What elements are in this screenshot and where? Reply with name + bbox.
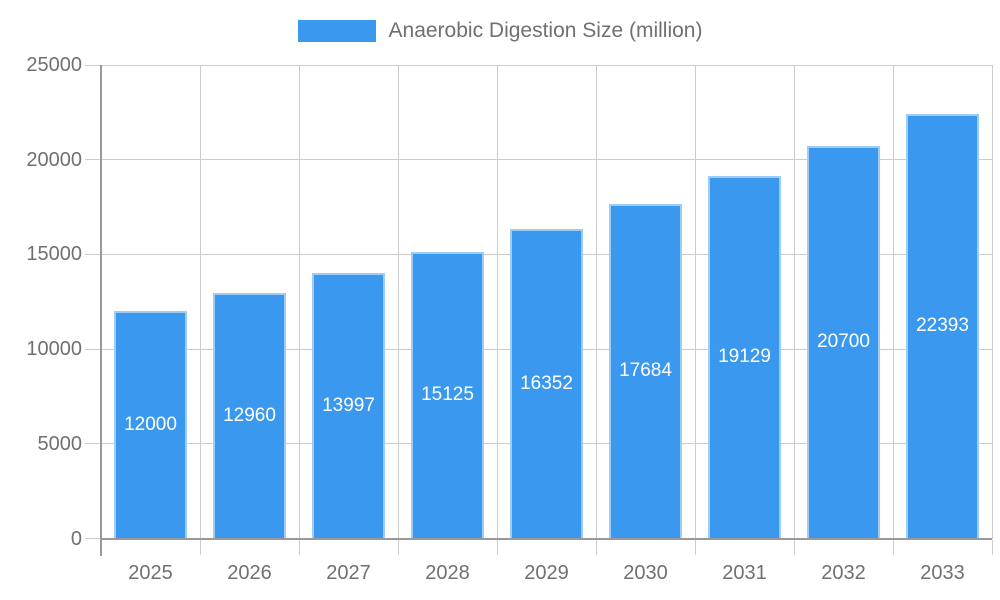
legend: Anaerobic Digestion Size (million) bbox=[0, 19, 1000, 43]
bar-2030 bbox=[609, 203, 682, 539]
y-axis-tick bbox=[85, 253, 101, 255]
y-tick-label: 15000 bbox=[26, 243, 82, 266]
x-axis-tick bbox=[892, 539, 894, 555]
gridline-vertical bbox=[595, 65, 597, 539]
legend-label[interactable]: Anaerobic Digestion Size (million) bbox=[388, 19, 703, 42]
bar-value-label: 20700 bbox=[817, 331, 870, 353]
gridline-vertical bbox=[298, 65, 300, 539]
x-tick-label: 2029 bbox=[524, 562, 569, 584]
x-tick-label: 2033 bbox=[920, 562, 965, 584]
x-axis-tick bbox=[595, 539, 597, 555]
gridline-horizontal bbox=[101, 159, 992, 161]
bar-2025 bbox=[114, 311, 187, 539]
x-axis-tick bbox=[298, 539, 300, 555]
gridline-vertical bbox=[694, 65, 696, 539]
bar-value-label: 12960 bbox=[223, 404, 276, 426]
gridline-vertical bbox=[991, 65, 993, 539]
bar-2032 bbox=[807, 146, 880, 539]
x-tick-label: 2031 bbox=[722, 562, 767, 584]
bar-value-label: 22393 bbox=[916, 315, 969, 337]
gridline-vertical bbox=[199, 65, 201, 539]
y-tick-label: 10000 bbox=[26, 338, 82, 361]
x-axis-tick bbox=[397, 539, 399, 555]
x-tick-label: 2028 bbox=[425, 562, 470, 584]
x-tick-label: 2027 bbox=[326, 562, 371, 584]
bar-value-label: 19129 bbox=[718, 346, 771, 368]
y-axis-tick bbox=[85, 538, 101, 539]
x-tick-label: 2025 bbox=[128, 562, 173, 584]
bar-2027 bbox=[312, 273, 385, 539]
gridline-vertical bbox=[496, 65, 498, 539]
bar-2029 bbox=[510, 228, 583, 539]
y-tick-label: 20000 bbox=[26, 148, 82, 171]
bar-value-label: 13997 bbox=[322, 394, 375, 416]
y-axis-tick bbox=[85, 443, 101, 445]
x-axis-tick bbox=[694, 539, 696, 555]
x-axis-tick bbox=[496, 539, 498, 555]
bar-2031 bbox=[708, 176, 781, 539]
x-tick-label: 2026 bbox=[227, 562, 272, 584]
x-axis-tick bbox=[793, 539, 795, 555]
y-axis-tick bbox=[85, 348, 101, 350]
bar-value-label: 15125 bbox=[421, 384, 474, 406]
bar-value-label: 16352 bbox=[520, 372, 573, 394]
gridline-vertical bbox=[397, 65, 399, 539]
gridline-vertical bbox=[793, 65, 795, 539]
y-axis-tick bbox=[85, 159, 101, 161]
y-axis-tick bbox=[85, 64, 101, 66]
bar-2033 bbox=[906, 114, 979, 539]
y-tick-label: 0 bbox=[70, 527, 82, 550]
x-tick-label: 2032 bbox=[821, 562, 866, 584]
legend-swatch bbox=[297, 20, 376, 42]
x-tick-label: 2030 bbox=[623, 562, 668, 584]
y-tick-label: 25000 bbox=[26, 54, 82, 76]
x-axis-tick bbox=[991, 539, 993, 555]
gridline-horizontal bbox=[101, 64, 992, 66]
x-axis-line bbox=[100, 537, 992, 540]
bar-value-label: 17684 bbox=[619, 360, 672, 382]
gridline-vertical bbox=[892, 65, 894, 539]
bar-2028 bbox=[411, 252, 484, 539]
bar-2026 bbox=[213, 293, 286, 539]
y-axis-line bbox=[100, 65, 102, 556]
y-tick-label: 5000 bbox=[37, 432, 83, 455]
bar-value-label: 12000 bbox=[124, 413, 177, 435]
x-axis-tick bbox=[199, 539, 201, 555]
